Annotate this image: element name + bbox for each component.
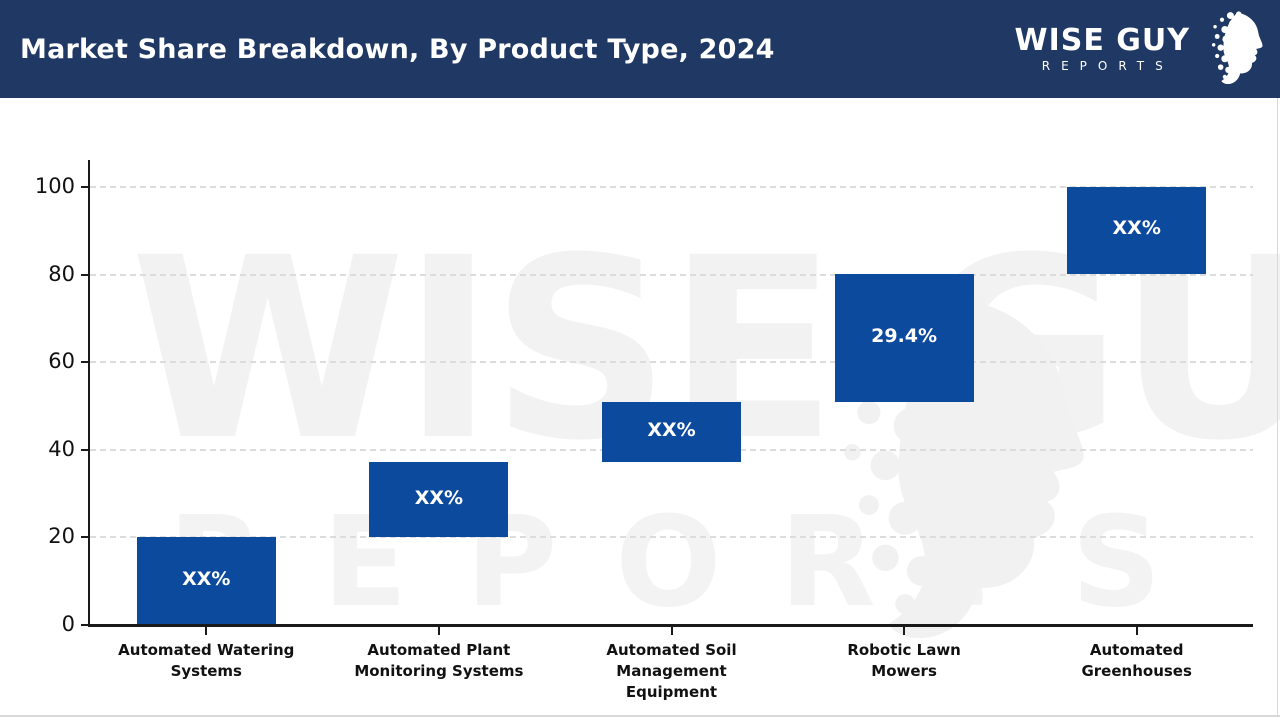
bar-value-label-2: XX% — [414, 486, 464, 509]
page-title: Market Share Breakdown, By Product Type,… — [20, 33, 775, 65]
bar-value-label-5: XX% — [1112, 217, 1161, 240]
y-tick-20 — [81, 536, 90, 539]
bar-3: XX% — [602, 402, 741, 463]
y-tick-label-40: 40 — [48, 436, 75, 461]
y-tick-label-80: 80 — [48, 261, 75, 286]
x-tick-4 — [903, 627, 906, 635]
logo-text: WISE GUY REPORTS — [1014, 22, 1190, 73]
y-tick-label-60: 60 — [48, 349, 75, 374]
x-tick-2 — [437, 627, 440, 635]
bottom-border — [0, 715, 1280, 717]
y-tick-label-20: 20 — [48, 524, 75, 549]
bar-value-label-4: 29.4% — [871, 325, 938, 348]
x-category-label-1: Automated Watering Systems — [118, 641, 295, 680]
bar-5: XX% — [1067, 187, 1207, 274]
y-axis-line — [88, 160, 90, 625]
logo-subtitle: REPORTS — [1041, 58, 1174, 73]
gridline-20 — [90, 536, 1253, 539]
gridline-80 — [90, 273, 1253, 276]
y-tick-80 — [81, 273, 90, 276]
x-tick-1 — [205, 627, 208, 635]
y-tick-label-100: 100 — [34, 174, 75, 198]
x-category-label-3: Automated Soil Management Equipment — [606, 641, 737, 701]
x-category-label-2: Automated Plant Monitoring Systems — [354, 641, 524, 680]
x-category-label-4: Robotic Lawn Mowers — [847, 641, 961, 680]
bar-2: XX% — [369, 462, 509, 538]
gridline-60 — [90, 361, 1253, 364]
y-tick-40 — [81, 448, 90, 451]
bar-value-label-3: XX% — [647, 419, 696, 442]
bar-value-label-1: XX% — [182, 568, 231, 591]
gridline-100 — [90, 186, 1253, 188]
y-tick-0 — [81, 624, 90, 626]
x-tick-3 — [670, 627, 673, 635]
logo-face-icon — [1211, 11, 1263, 85]
right-border — [1277, 98, 1278, 717]
header-bar: Market Share Breakdown, By Product Type,… — [0, 0, 1280, 98]
y-tick-label-0: 0 — [61, 612, 75, 636]
y-tick-60 — [81, 361, 90, 364]
wise-guy-reports-logo: WISE GUY REPORTS — [1014, 10, 1280, 88]
y-tick-100 — [81, 186, 90, 188]
x-axis-line — [88, 624, 1253, 627]
logo-wordmark: WISE GUY — [1014, 22, 1190, 58]
x-tick-5 — [1135, 627, 1138, 635]
bar-1: XX% — [136, 537, 276, 625]
bar-4: 29.4% — [834, 273, 974, 403]
x-category-label-5: Automated Greenhouses — [1081, 641, 1192, 680]
